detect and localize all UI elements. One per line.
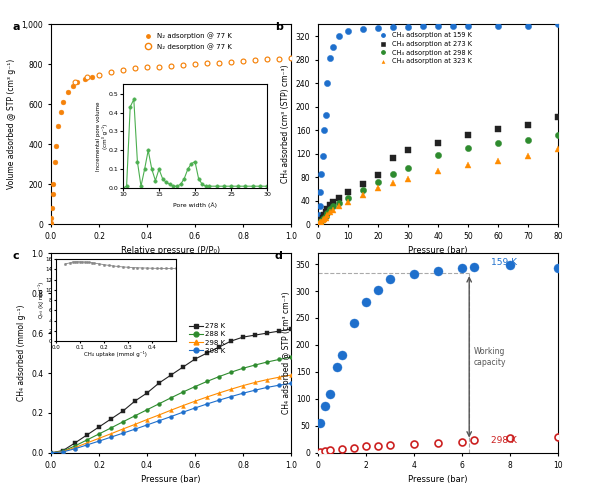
Y-axis label: Volume adsorbed @ STP (cm³ g⁻¹): Volume adsorbed @ STP (cm³ g⁻¹) xyxy=(7,59,16,189)
Y-axis label: CH₄ adsorbed (mmol g⁻¹): CH₄ adsorbed (mmol g⁻¹) xyxy=(17,305,26,401)
Legend: CH₄ adsorption at 159 K, CH₄ adsorption at 273 K, CH₄ adsorption at 298 K, CH₄ a: CH₄ adsorption at 159 K, CH₄ adsorption … xyxy=(374,30,475,67)
Text: a: a xyxy=(13,22,20,32)
Text: 298 K: 298 K xyxy=(491,436,517,445)
Y-axis label: CH₄ adsorbed (cm³ (STP) cm⁻³): CH₄ adsorbed (cm³ (STP) cm⁻³) xyxy=(281,65,290,184)
Text: d: d xyxy=(275,251,283,261)
Legend: 278 K, 288 K, 298 K, 308 K: 278 K, 288 K, 298 K, 308 K xyxy=(187,320,228,356)
Text: 159 K: 159 K xyxy=(491,258,517,267)
X-axis label: Pressure (bar): Pressure (bar) xyxy=(408,246,468,255)
Text: b: b xyxy=(275,22,283,32)
X-axis label: Pressure (bar): Pressure (bar) xyxy=(141,475,201,484)
X-axis label: Pressure (bar): Pressure (bar) xyxy=(408,475,468,484)
X-axis label: Relative pressure (P/P₀): Relative pressure (P/P₀) xyxy=(121,246,221,255)
Legend: N₂ adsorption @ 77 K, N₂ desorption @ 77 K: N₂ adsorption @ 77 K, N₂ desorption @ 77… xyxy=(139,30,235,52)
Text: Working
capacity: Working capacity xyxy=(474,347,506,367)
Y-axis label: CH₄ adsorbed @ STP (cm³ cm⁻³): CH₄ adsorbed @ STP (cm³ cm⁻³) xyxy=(281,292,290,414)
Text: c: c xyxy=(13,251,19,261)
